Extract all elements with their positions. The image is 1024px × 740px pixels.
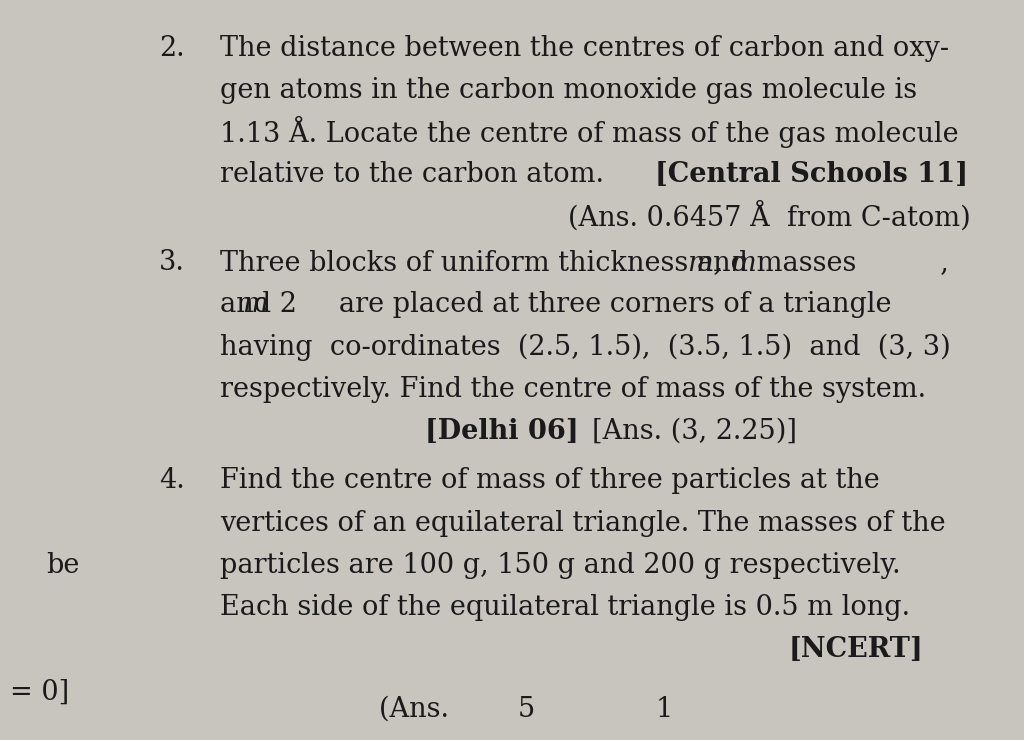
Text: 3.: 3. bbox=[159, 249, 184, 276]
Text: m: m bbox=[242, 292, 267, 318]
Text: Three blocks of uniform thickness and masses               ,: Three blocks of uniform thickness and ma… bbox=[220, 249, 949, 276]
Text: = 0]: = 0] bbox=[10, 679, 70, 705]
Text: (Ans. 0.6457 Å  from C-atom): (Ans. 0.6457 Å from C-atom) bbox=[568, 201, 971, 232]
Text: (Ans.        5              1: (Ans. 5 1 bbox=[379, 696, 673, 722]
Text: be: be bbox=[46, 552, 80, 579]
Text: The distance between the centres of carbon and oxy-: The distance between the centres of carb… bbox=[220, 35, 949, 61]
Text: 2.: 2. bbox=[159, 35, 184, 61]
Text: and 2      are placed at three corners of a triangle: and 2 are placed at three corners of a t… bbox=[220, 292, 892, 318]
Text: relative to the carbon atom.: relative to the carbon atom. bbox=[220, 161, 604, 188]
Text: Find the centre of mass of three particles at the: Find the centre of mass of three particl… bbox=[220, 468, 880, 494]
Text: Each side of the equilateral triangle is 0.5 m long.: Each side of the equilateral triangle is… bbox=[220, 594, 910, 621]
Text: 4.: 4. bbox=[159, 468, 184, 494]
Text: vertices of an equilateral triangle. The masses of the: vertices of an equilateral triangle. The… bbox=[220, 510, 946, 536]
Text: 1.13 Å. Locate the centre of mass of the gas molecule: 1.13 Å. Locate the centre of mass of the… bbox=[220, 116, 958, 149]
Text: [NCERT]: [NCERT] bbox=[788, 636, 924, 663]
Text: [Central Schools 11]: [Central Schools 11] bbox=[655, 161, 969, 188]
Text: m, m: m, m bbox=[688, 249, 757, 276]
Text: particles are 100 g, 150 g and 200 g respectively.: particles are 100 g, 150 g and 200 g res… bbox=[220, 552, 901, 579]
Text: gen atoms in the carbon monoxide gas molecule is: gen atoms in the carbon monoxide gas mol… bbox=[220, 77, 918, 104]
Text: [Ans. (3, 2.25)]: [Ans. (3, 2.25)] bbox=[592, 418, 797, 445]
Text: respectively. Find the centre of mass of the system.: respectively. Find the centre of mass of… bbox=[220, 376, 927, 403]
Text: [Delhi 06]: [Delhi 06] bbox=[425, 418, 579, 445]
Text: having  co-ordinates  (2.5, 1.5),  (3.5, 1.5)  and  (3, 3): having co-ordinates (2.5, 1.5), (3.5, 1.… bbox=[220, 334, 951, 360]
